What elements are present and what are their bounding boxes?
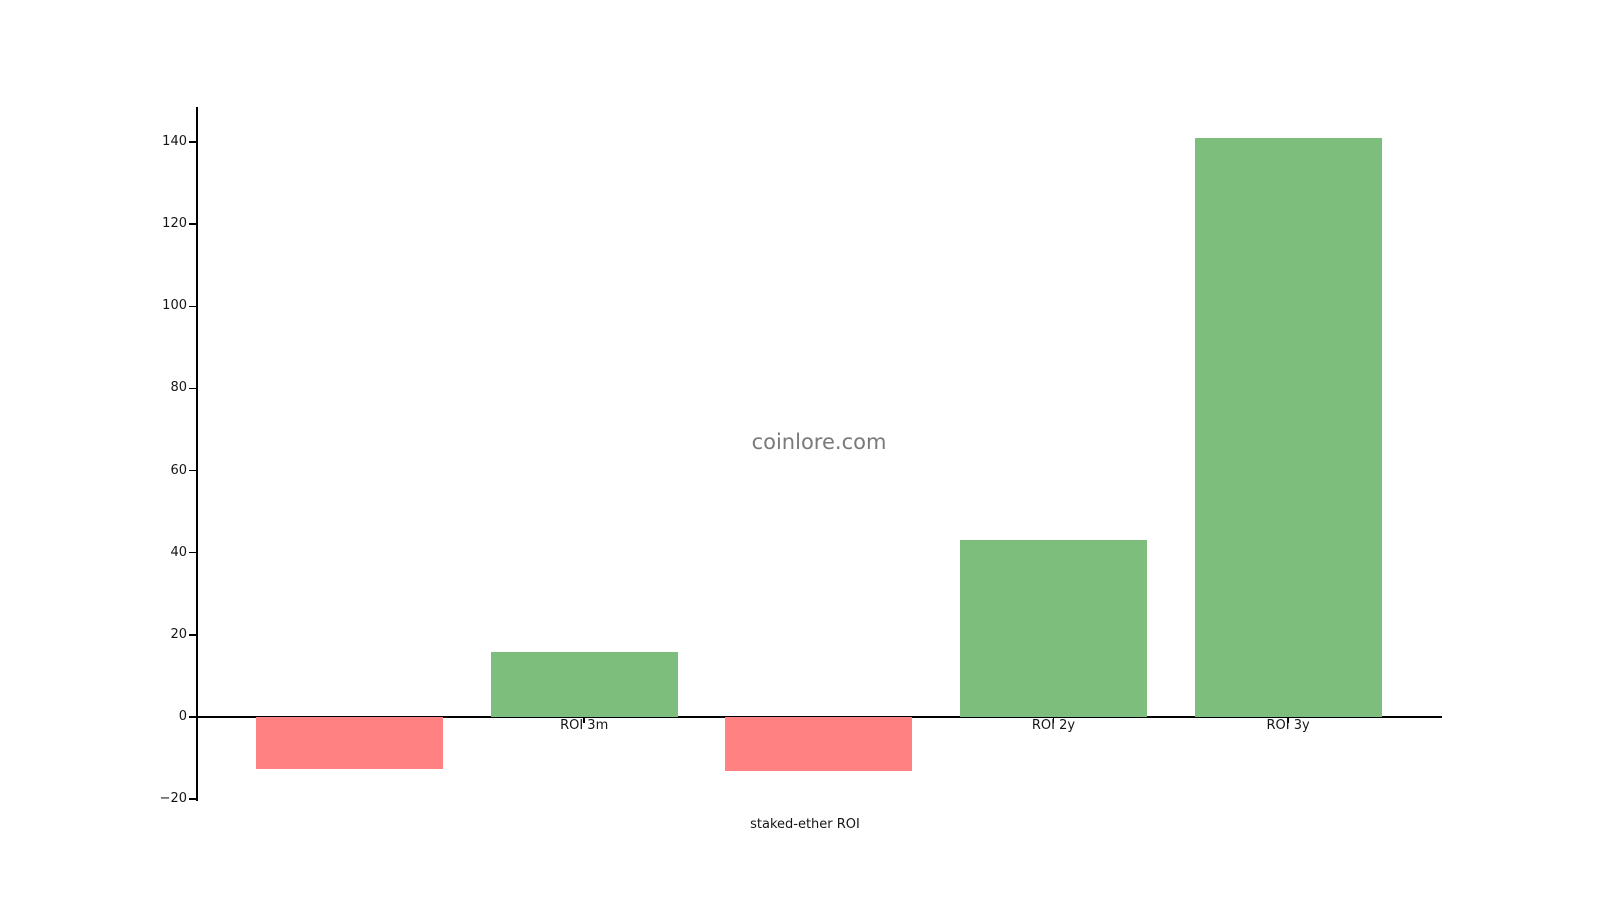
bar-roi-3y [1194, 138, 1382, 717]
watermark-text: coinlore.com [751, 430, 887, 454]
bar-unlabeled-0 [256, 717, 443, 769]
y-tick-mark [189, 305, 196, 307]
x-tick-mark [1052, 717, 1055, 723]
y-tick-mark [189, 469, 196, 472]
y-tick-mark [189, 223, 196, 225]
y-tick-label: 120 [162, 216, 187, 232]
y-tick-label: 20 [170, 626, 187, 642]
y-tick-label: 60 [170, 462, 187, 478]
y-tick-label: 40 [170, 544, 187, 560]
x-tick-label-roi-3m: ROI 3m [560, 718, 609, 733]
x-axis-zero-line [196, 716, 1442, 718]
bar-unlabeled-2 [725, 717, 913, 771]
x-tick-mark [583, 717, 585, 723]
y-tick-label: 0 [178, 709, 187, 724]
bar-roi-2y [959, 539, 1147, 717]
y-tick-mark [189, 552, 196, 554]
y-tick-mark [189, 716, 196, 718]
bar-roi-3m [490, 651, 678, 717]
y-tick-mark [189, 387, 196, 390]
y-tick-mark [189, 141, 196, 143]
x-axis-title: staked-ether ROI [750, 817, 860, 832]
y-tick-label: 80 [170, 380, 187, 396]
y-tick-label: −20 [159, 791, 187, 807]
x-tick-label-roi-2y: ROI 2y [1031, 718, 1076, 733]
x-tick-mark [1287, 717, 1289, 723]
y-tick-label: 140 [162, 134, 187, 150]
x-tick-label-roi-3y: ROI 3y [1266, 718, 1310, 733]
y-tick-mark [189, 798, 196, 800]
y-tick-label: 100 [162, 298, 187, 314]
y-tick-mark [189, 634, 196, 636]
y-axis-line [196, 107, 198, 801]
